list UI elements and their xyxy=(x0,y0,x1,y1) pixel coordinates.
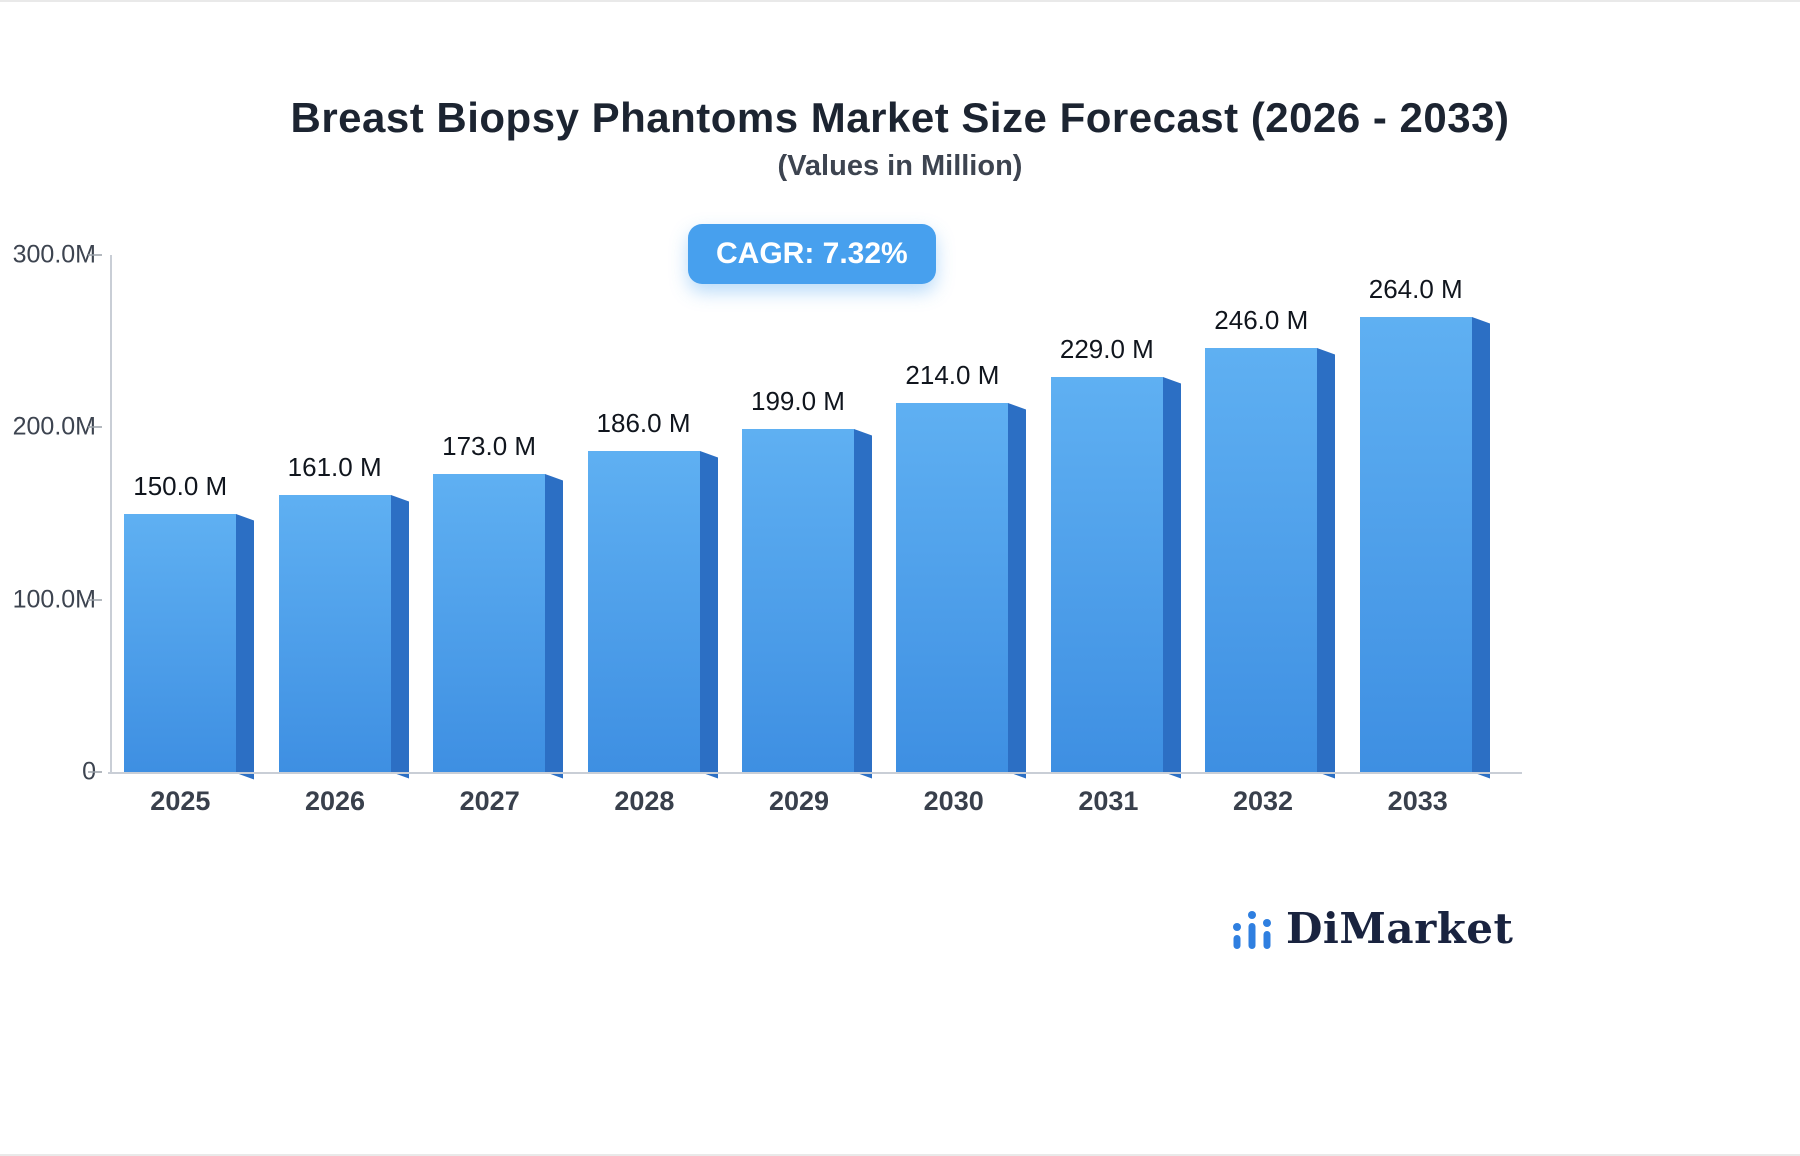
bar-2031: 229.0 M xyxy=(1050,334,1181,779)
bar-chart-icon xyxy=(1233,910,1271,949)
bar-slot: 246.0 M xyxy=(1193,255,1347,779)
bar-slot: 199.0 M xyxy=(730,255,884,779)
bar-value-label: 246.0 M xyxy=(1214,305,1309,336)
bar-slot: 173.0 M xyxy=(421,255,575,779)
y-axis-tick-mark xyxy=(88,426,102,429)
bar-value-label: 161.0 M xyxy=(287,451,382,482)
bar-side xyxy=(1471,317,1490,779)
cagr-badge: CAGR: 7.32% xyxy=(688,224,936,284)
bar-2032: 246.0 M xyxy=(1205,305,1336,779)
bar-slot: 161.0 M xyxy=(266,255,420,779)
bar-2025: 150.0 M xyxy=(124,471,255,779)
x-axis-label: 2025 xyxy=(150,786,211,816)
bar-value-label: 214.0 M xyxy=(905,360,1000,391)
bar-side xyxy=(236,513,255,779)
x-axis-label: 2030 xyxy=(923,786,984,816)
x-axis-label: 2032 xyxy=(1233,786,1294,816)
y-axis-tick-mark xyxy=(88,598,102,601)
y-axis-tick-mark xyxy=(88,771,102,773)
chart-title: Breast Biopsy Phantoms Market Size Forec… xyxy=(290,94,1510,141)
bar-slot: 214.0 M xyxy=(884,255,1038,779)
logo-text: DiMarket xyxy=(1286,904,1514,953)
x-axis-label: 2026 xyxy=(304,786,366,816)
x-axis-line xyxy=(108,772,1522,774)
bar-side xyxy=(699,451,718,779)
x-axis-labels: 2025 2026 2027 2028 2029 2030 2031 2032 2033 xyxy=(112,786,1504,817)
bar-2027: 173.0 M xyxy=(433,431,564,779)
bar-slot: 229.0 M xyxy=(1039,255,1193,779)
y-axis-tick-mark xyxy=(88,254,102,256)
bar-2028: 186.0 M xyxy=(587,408,718,779)
bar-value-label: 199.0 M xyxy=(750,386,845,417)
bar-2030: 214.0 M xyxy=(896,360,1027,779)
bar-value-label: 186.0 M xyxy=(596,408,691,439)
x-axis-label: 2031 xyxy=(1078,786,1139,816)
bar-2026: 161.0 M xyxy=(278,452,409,779)
x-axis-label: 2027 xyxy=(459,786,520,816)
plot-area: 150.0 M 161.0 M 173.0 M 186.0 M 199.0 M 214.0… xyxy=(108,255,1522,779)
bar-side xyxy=(1162,377,1181,779)
bar-side xyxy=(1008,403,1027,779)
bar-side xyxy=(390,494,409,779)
bar-side xyxy=(853,429,872,779)
bar-slot: 264.0 M xyxy=(1348,255,1502,779)
bar-slot: 186.0 M xyxy=(575,255,729,779)
logo: DiMarket xyxy=(1228,904,1513,953)
bar-value-label: 173.0 M xyxy=(442,430,537,461)
x-axis-label: 2033 xyxy=(1387,786,1448,816)
bars-container: 150.0 M 161.0 M 173.0 M 186.0 M 199.0 M 214.0… xyxy=(112,255,1502,779)
bar-value-label: 229.0 M xyxy=(1059,334,1154,365)
y-axis-tick-label: 300.0M xyxy=(12,240,96,269)
y-axis-tick-label: 100.0M xyxy=(12,585,96,614)
bar-side xyxy=(1317,348,1336,779)
bar-2033: 264.0 M xyxy=(1359,274,1490,779)
bar-slot: 150.0 M xyxy=(112,255,266,779)
x-axis-label: 2028 xyxy=(614,786,675,816)
y-axis-tick-label: 200.0M xyxy=(12,412,96,441)
bar-value-label: 264.0 M xyxy=(1368,274,1463,305)
bar-side xyxy=(545,473,564,779)
x-axis-label: 2029 xyxy=(768,786,830,816)
chart-subtitle: (Values in Million) xyxy=(777,150,1023,182)
y-axis-line xyxy=(110,255,112,772)
bar-2029: 199.0 M xyxy=(741,386,872,779)
bar-value-label: 150.0 M xyxy=(133,470,228,501)
